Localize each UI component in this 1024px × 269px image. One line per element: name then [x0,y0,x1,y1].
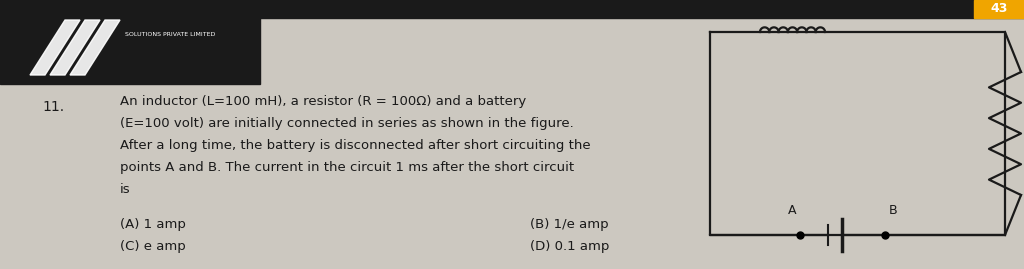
Text: (C) e amp: (C) e amp [120,240,185,253]
Text: (D) 0.1 amp: (D) 0.1 amp [530,240,609,253]
Text: (A) 1 amp: (A) 1 amp [120,218,186,231]
Text: After a long time, the battery is disconnected after short circuiting the: After a long time, the battery is discon… [120,139,591,152]
Text: A: A [787,204,797,217]
Polygon shape [70,20,120,75]
Text: An inductor (L=100 mH), a resistor (R = 100Ω) and a battery: An inductor (L=100 mH), a resistor (R = … [120,95,526,108]
Text: 11.: 11. [42,100,65,114]
Text: is: is [120,183,131,196]
Text: SOLUTIONS PRIVATE LIMITED: SOLUTIONS PRIVATE LIMITED [125,33,215,37]
Bar [0,0,260,84]
Text: points A and B. The current in the circuit 1 ms after the short circuit: points A and B. The current in the circu… [120,161,574,174]
Bar [974,0,1024,18]
Polygon shape [50,20,100,75]
Text: B: B [889,204,897,217]
Text: (E=100 volt) are initially connected in series as shown in the figure.: (E=100 volt) are initially connected in … [120,117,573,130]
Text: (B) 1/e amp: (B) 1/e amp [530,218,608,231]
Polygon shape [30,20,80,75]
Text: 43: 43 [990,2,1008,16]
Bar [0,0,1024,18]
